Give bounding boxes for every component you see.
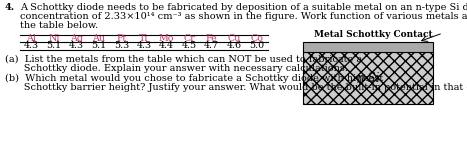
Text: 4.4: 4.4 [159,41,174,51]
Bar [303,52,433,104]
Text: 5.0: 5.0 [249,41,264,51]
Text: Ti: Ti [139,34,149,43]
Text: Pt: Pt [116,34,127,43]
Text: Fe: Fe [206,34,218,43]
Text: Ni: Ni [48,34,59,43]
Text: Cr: Cr [183,34,195,43]
Text: 5.3: 5.3 [114,41,129,51]
Bar [303,42,433,52]
Text: 4.5: 4.5 [182,41,197,51]
Text: 5.1: 5.1 [46,41,61,51]
Text: concentration of 2.33×10¹⁴ cm⁻³ as shown in the figure. Work function of various: concentration of 2.33×10¹⁴ cm⁻³ as shown… [20,12,467,21]
Text: (a)  List the metals from the table which can NOT be used to fabricate a: (a) List the metals from the table which… [5,55,362,64]
Text: Au: Au [92,34,106,43]
Text: A Schottky diode needs to be fabricated by deposition of a suitable metal on an : A Schottky diode needs to be fabricated … [20,3,467,12]
Text: Mo: Mo [159,34,174,43]
Text: Ag: Ag [70,34,83,43]
Text: Al: Al [26,34,36,43]
Text: 4.3: 4.3 [136,41,152,51]
Text: 4.: 4. [5,3,15,12]
Text: Co: Co [250,34,263,43]
Text: n-Si: n-Si [356,72,380,84]
Text: 4.6: 4.6 [226,41,242,51]
Text: 4.7: 4.7 [204,41,219,51]
Text: the table below.: the table below. [20,21,98,30]
Text: Cu: Cu [227,34,241,43]
Text: 5.1: 5.1 [92,41,106,51]
Text: Schottky diode. Explain your answer with necessary calculations.: Schottky diode. Explain your answer with… [5,64,348,73]
Text: Metal Schottky Contact: Metal Schottky Contact [314,30,432,39]
Text: 4.3: 4.3 [24,41,39,51]
Text: Schottky barrier height? Justify your answer. What would be the built-in potenti: Schottky barrier height? Justify your an… [5,83,467,92]
Text: (b)  Which metal would you chose to fabricate a Schottky diode with highest: (b) Which metal would you chose to fabri… [5,74,383,83]
Text: 4.3: 4.3 [69,41,84,51]
